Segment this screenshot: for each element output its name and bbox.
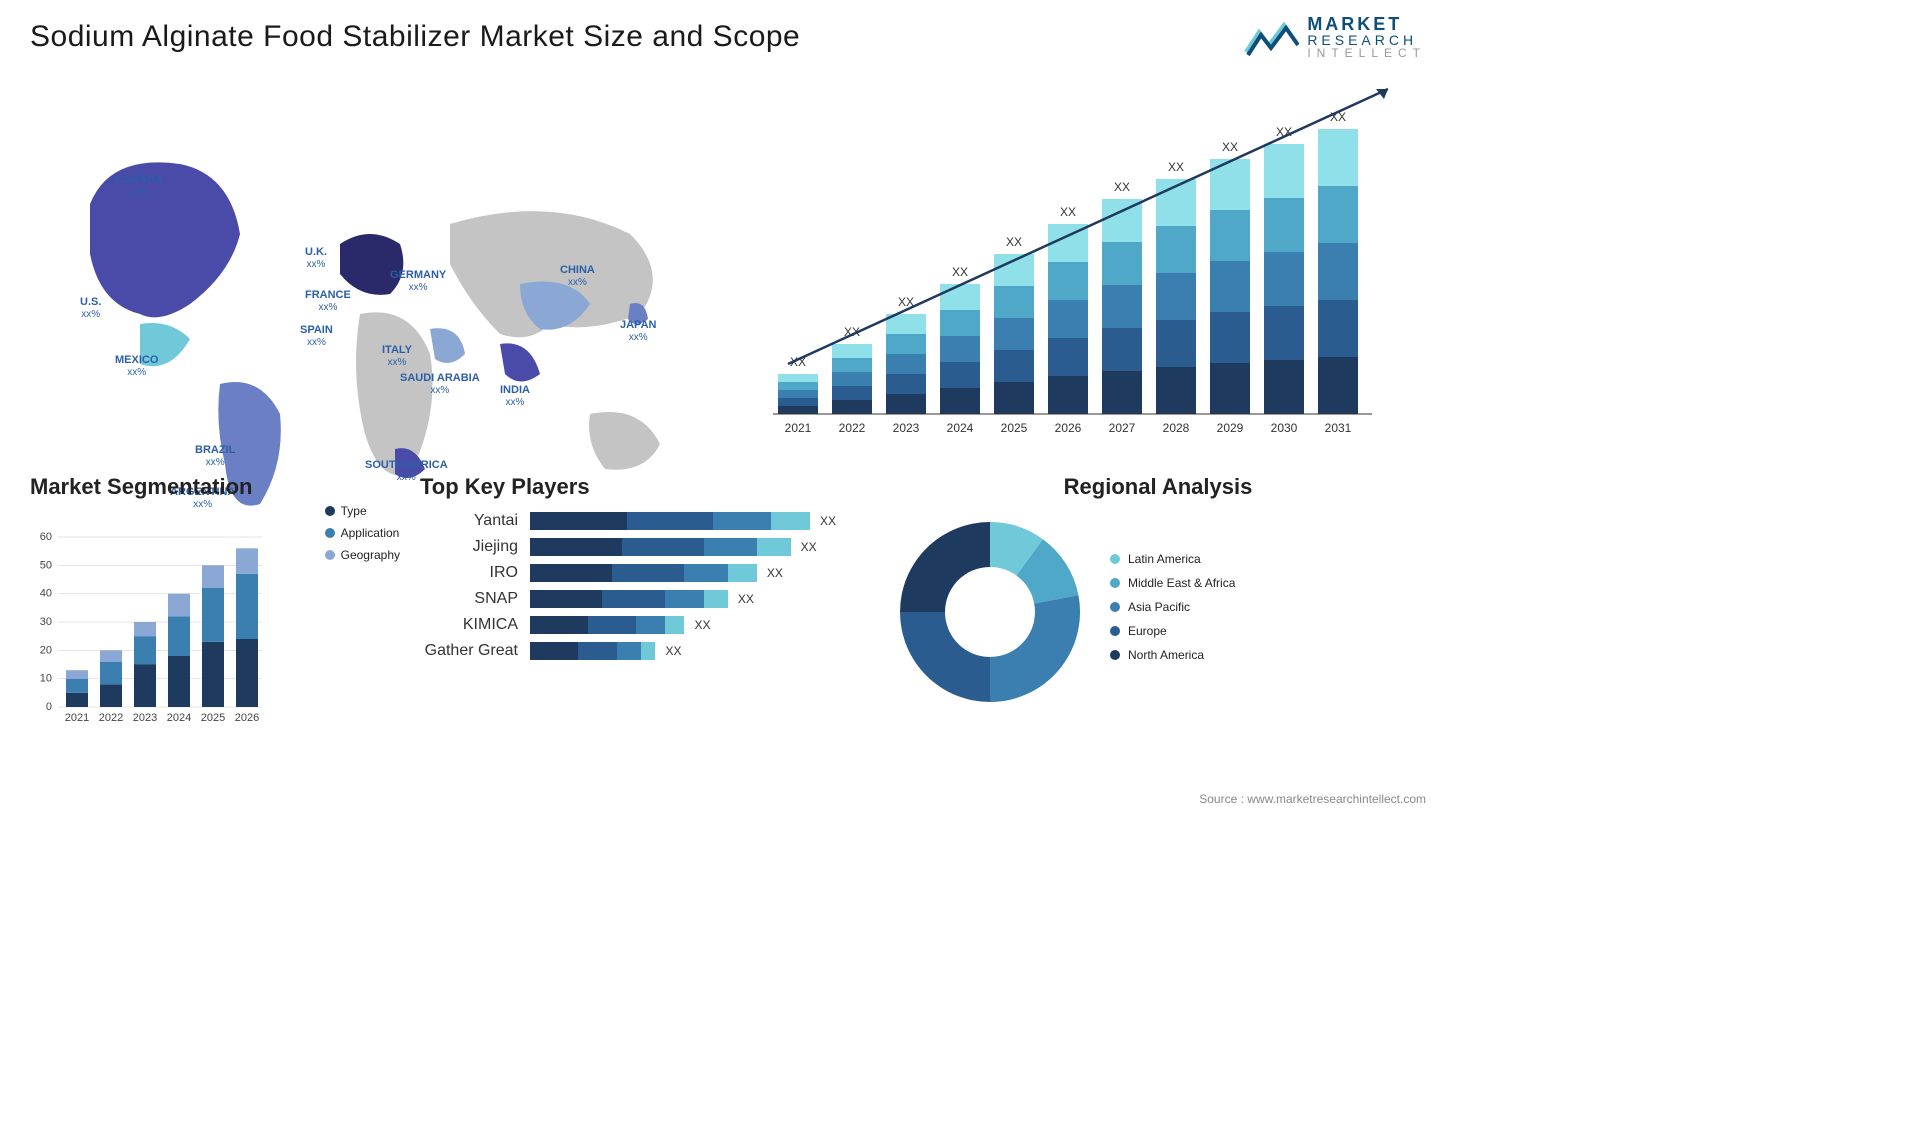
svg-text:2024: 2024 [947,421,974,435]
svg-text:2022: 2022 [99,712,123,724]
player-value: XX [738,592,754,606]
segmentation-chart: 0 10 20 30 40 50 60 2021 2022 2023 2024 2025 2026 [30,512,290,732]
svg-text:2026: 2026 [235,712,259,724]
map-country-label: MEXICOxx% [115,354,158,379]
player-bar [530,538,791,556]
player-name: SNAP [420,590,530,608]
player-bar [530,564,757,582]
map-country-label: ITALYxx% [382,344,412,369]
player-name: Jiejing [420,538,530,556]
svg-text:2028: 2028 [1163,421,1190,435]
svg-text:30: 30 [40,616,52,628]
region-legend-item: North America [1110,648,1235,662]
map-country-label: FRANCExx% [305,289,351,314]
world-map-region: CANADAxx%U.S.xx%MEXICOxx%BRAZILxx%ARGENT… [30,74,710,454]
key-players-chart: YantaiXXJiejingXXIROXXSNAPXXKIMICAXXGath… [420,512,860,660]
svg-text:2022: 2022 [839,421,866,435]
player-row: Gather Great XX [420,642,860,660]
svg-text:2024: 2024 [167,712,191,724]
player-value: XX [767,566,783,580]
segmentation-legend-item: Type [325,504,400,518]
map-country-label: JAPANxx% [620,319,656,344]
map-country-label: U.K.xx% [305,246,327,271]
player-bar [530,512,810,530]
map-country-label: INDIAxx% [500,384,530,409]
page-title: Sodium Alginate Food Stabilizer Market S… [30,20,1426,54]
svg-text:2021: 2021 [785,421,812,435]
player-name: KIMICA [420,616,530,634]
svg-text:40: 40 [40,588,52,600]
regional-title: Regional Analysis [890,474,1426,500]
map-country-label: SPAINxx% [300,324,333,349]
region-legend-item: Asia Pacific [1110,600,1235,614]
svg-text:10: 10 [40,673,52,685]
svg-text:2025: 2025 [201,712,225,724]
svg-text:XX: XX [952,265,968,279]
player-bar [530,642,655,660]
logo-text-3: INTELLECT [1307,47,1426,59]
logo-mark-icon [1244,17,1299,57]
map-country-label: BRAZILxx% [195,444,235,469]
player-row: KIMICA XX [420,616,860,634]
map-country-label: CANADAxx% [115,174,163,199]
svg-text:2027: 2027 [1109,421,1136,435]
svg-text:2031: 2031 [1325,421,1352,435]
map-country-label: GERMANYxx% [390,269,446,294]
svg-text:XX: XX [1060,205,1076,219]
svg-text:60: 60 [40,531,52,543]
growth-bar-chart: XX2021XX2022XX2023XX2024XX2025XX2026XX20… [750,74,1426,454]
player-value: XX [820,514,836,528]
player-bar [530,590,728,608]
map-country-label: CHINAxx% [560,264,595,289]
svg-text:2025: 2025 [1001,421,1028,435]
player-value: XX [694,618,710,632]
svg-text:50: 50 [40,559,52,571]
player-row: SNAP XX [420,590,860,608]
player-row: Jiejing XX [420,538,860,556]
player-name: Yantai [420,512,530,530]
svg-text:2023: 2023 [133,712,157,724]
player-value: XX [665,644,681,658]
regional-donut-chart [890,512,1090,712]
region-legend-item: Europe [1110,624,1235,638]
svg-text:2030: 2030 [1271,421,1298,435]
map-country-label: SAUDI ARABIAxx% [400,372,480,397]
brand-logo: MARKET RESEARCH INTELLECT [1244,15,1426,59]
svg-text:2029: 2029 [1217,421,1244,435]
player-bar [530,616,684,634]
world-map-icon [30,74,710,514]
svg-text:XX: XX [1006,235,1022,249]
svg-text:0: 0 [46,701,52,713]
svg-text:XX: XX [1222,140,1238,154]
player-name: IRO [420,564,530,582]
segmentation-title: Market Segmentation [30,474,390,500]
svg-text:20: 20 [40,644,52,656]
segmentation-legend-item: Geography [325,548,400,562]
svg-text:2023: 2023 [893,421,920,435]
svg-text:XX: XX [1114,180,1130,194]
player-row: IRO XX [420,564,860,582]
region-legend-item: Middle East & Africa [1110,576,1235,590]
svg-text:2021: 2021 [65,712,89,724]
logo-text-2: RESEARCH [1307,33,1426,47]
player-value: XX [801,540,817,554]
svg-text:XX: XX [1168,160,1184,174]
region-legend-item: Latin America [1110,552,1235,566]
segmentation-legend-item: Application [325,526,400,540]
player-row: Yantai XX [420,512,860,530]
svg-text:2026: 2026 [1055,421,1082,435]
logo-text-1: MARKET [1307,15,1426,33]
player-name: Gather Great [420,642,530,660]
segmentation-legend: Type Application Geography [325,504,400,570]
regional-legend: Latin America Middle East & Africa Asia Pa… [1110,552,1235,672]
map-country-label: U.S.xx% [80,296,101,321]
source-text: Source : www.marketresearchintellect.com [1199,792,1426,806]
